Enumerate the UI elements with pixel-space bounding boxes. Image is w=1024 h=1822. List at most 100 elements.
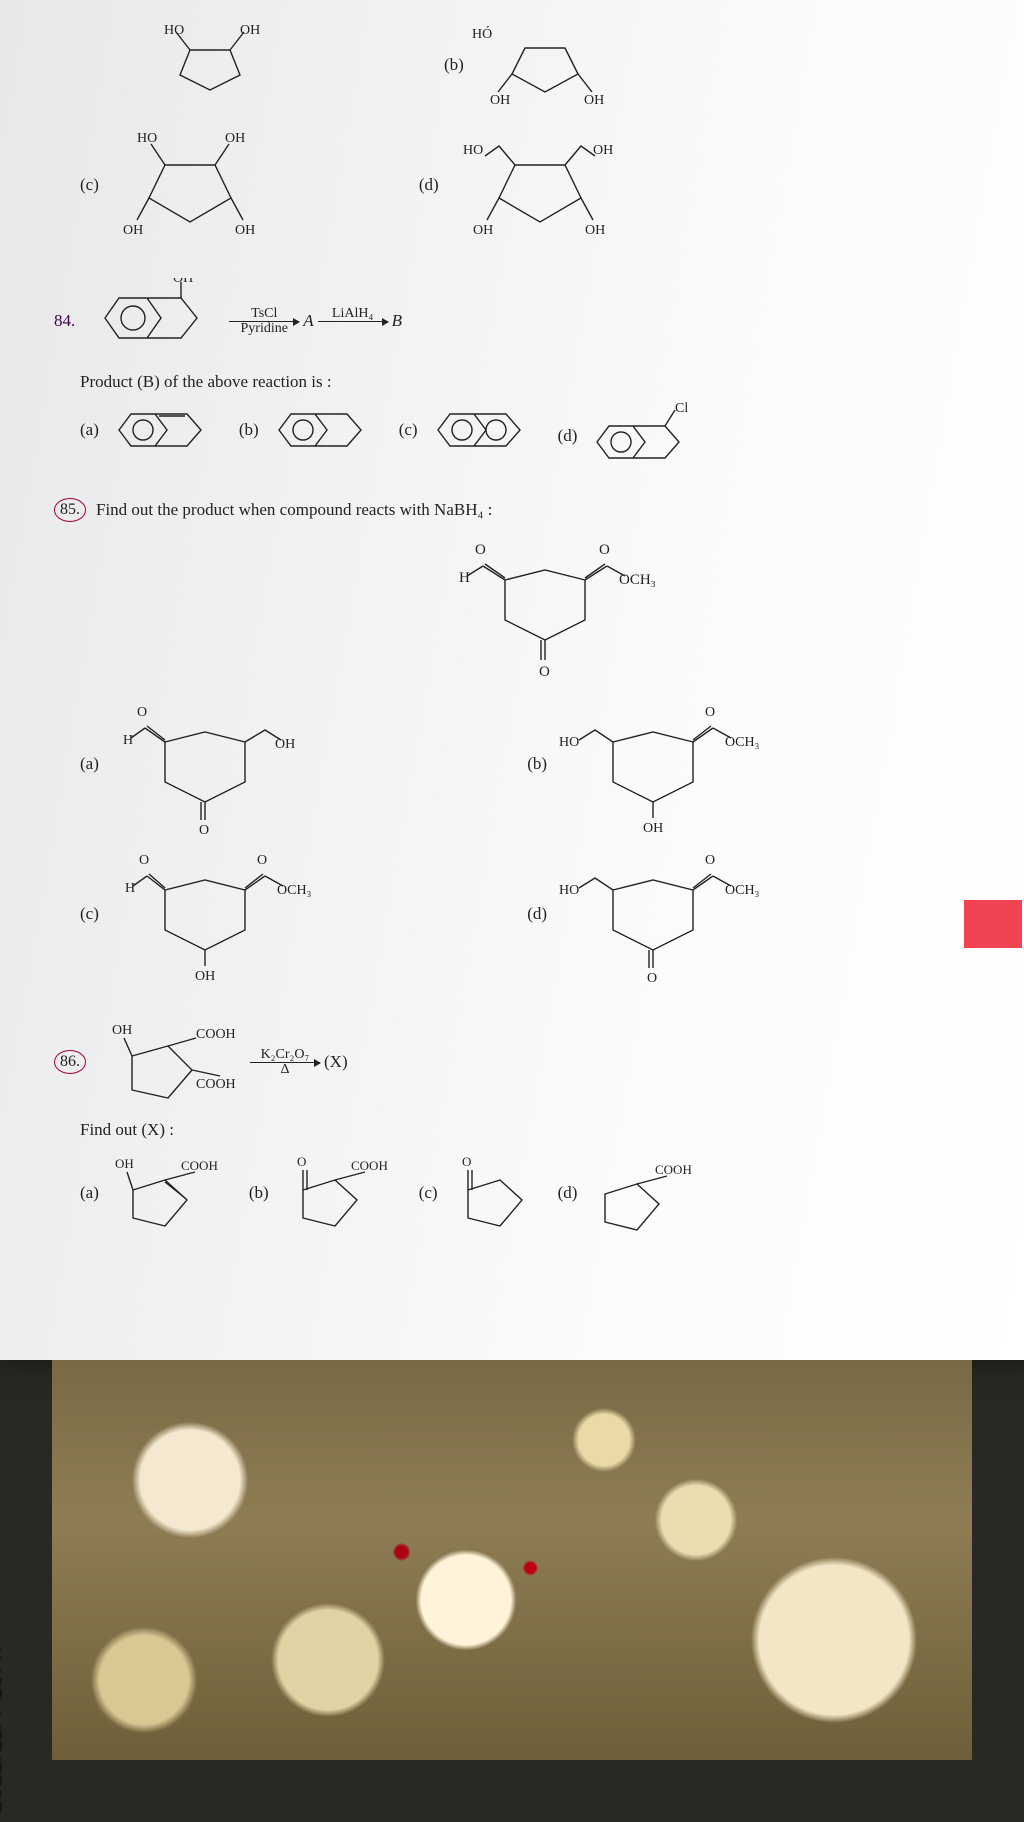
svg-text:Cl: Cl	[675, 402, 688, 416]
struct-top-left: HO OH	[140, 20, 280, 100]
svg-text:OH: OH	[584, 93, 604, 108]
q86-starting-material: OH COOH COOH	[96, 1012, 246, 1112]
q86-number: 86.	[54, 1050, 86, 1074]
svg-text:OCH₃: OCH₃	[725, 883, 760, 898]
svg-text:OH: OH	[593, 143, 613, 158]
svg-text:OH: OH	[123, 223, 143, 238]
svg-text:O: O	[539, 664, 550, 680]
q85-struct-b: HO O OCH₃ OH	[553, 694, 763, 834]
svg-text:OH: OH	[225, 131, 245, 146]
q86-opt-c-label: (c)	[419, 1183, 438, 1203]
svg-text:OH: OH	[585, 223, 605, 238]
q86-options: (a) OH COOH (b)	[80, 1150, 1000, 1246]
q85-struct-c: H O O OCH₃ OH	[105, 844, 315, 984]
q86-caption: Find out (X) :	[80, 1120, 1000, 1140]
q85-opt-b-label: (b)	[527, 754, 547, 774]
svg-text:OH: OH	[275, 737, 295, 752]
q84-number: 84.	[54, 311, 75, 331]
svg-text:OH: OH	[643, 821, 663, 834]
svg-text:HÓ: HÓ	[472, 25, 492, 42]
q86-struct-a: OH COOH	[105, 1150, 225, 1236]
svg-text:H: H	[123, 733, 133, 748]
q83-opt-d-label: (d)	[419, 175, 439, 195]
svg-text:HO: HO	[137, 131, 157, 146]
svg-text:OH: OH	[240, 23, 260, 38]
svg-text:O: O	[705, 853, 715, 868]
q84-arrow-1: TsCl Pyridine	[229, 307, 299, 336]
q84-struct-a	[105, 402, 215, 458]
svg-text:O: O	[462, 1154, 471, 1169]
svg-text:H: H	[459, 570, 470, 586]
svg-text:O: O	[599, 542, 610, 558]
svg-text:OCH₃: OCH₃	[725, 735, 760, 750]
q84-opt-a-label: (a)	[80, 420, 99, 440]
q84-struct-c	[424, 402, 534, 458]
svg-text:HO: HO	[559, 883, 579, 898]
q84-struct-d: Cl	[583, 402, 703, 470]
svg-text:COOH: COOH	[181, 1158, 218, 1173]
q86-opt-a-label: (a)	[80, 1183, 99, 1203]
svg-text:O: O	[297, 1154, 306, 1169]
svg-text:OH: OH	[115, 1156, 134, 1171]
svg-text:COOH: COOH	[655, 1162, 692, 1177]
svg-text:O: O	[137, 705, 147, 720]
q86-product-label: (X)	[324, 1052, 348, 1072]
svg-text:COOH: COOH	[196, 1027, 236, 1042]
q84-struct-b	[265, 402, 375, 458]
q85-struct-d: HO O OCH₃ O	[553, 844, 763, 984]
camera-timestamp: 2022/11/4 18:47	[0, 1642, 6, 1814]
svg-text:COOH: COOH	[351, 1158, 388, 1173]
red-square-marker	[964, 900, 1022, 948]
q83-opt-b-label: (b)	[444, 55, 464, 75]
floor-texture	[52, 1360, 972, 1760]
svg-text:O: O	[257, 853, 267, 868]
q83-struct-d: HO OH OH OH	[445, 120, 635, 250]
q84-intermediate: A	[303, 311, 313, 331]
svg-text:COOH: COOH	[196, 1077, 236, 1092]
q86-opt-b-label: (b)	[249, 1183, 269, 1203]
q85-text: Find out the product when compound react…	[96, 500, 492, 520]
q85-opt-c-label: (c)	[80, 904, 99, 924]
svg-text:OCH₃: OCH₃	[277, 883, 312, 898]
svg-text:H: H	[125, 881, 135, 896]
svg-text:O: O	[705, 705, 715, 720]
svg-text:OCH₃: OCH₃	[619, 572, 655, 588]
q84-opt-d-label: (d)	[558, 426, 578, 446]
q84-starting-material: OH	[85, 278, 225, 364]
q83-struct-c: HO OH OH OH	[105, 120, 275, 250]
svg-text:O: O	[139, 853, 149, 868]
q84-caption: Product (B) of the above reaction is :	[80, 372, 1000, 392]
svg-text:OH: OH	[490, 93, 510, 108]
q85-number: 85.	[54, 498, 86, 522]
q86-struct-d: COOH	[583, 1150, 703, 1236]
q84-options: (a) (b)	[80, 402, 1000, 480]
q85-options: (a) H O OH O (b)	[80, 694, 1000, 994]
svg-text:OH: OH	[195, 969, 215, 984]
q83-options-upper: HO OH (b) HÓ OH OH	[80, 20, 1000, 260]
q85-starting-material: H O O OCH₃ O	[425, 530, 655, 680]
svg-text:OH: OH	[473, 223, 493, 238]
svg-text:HO: HO	[164, 23, 184, 38]
q83-opt-c-label: (c)	[80, 175, 99, 195]
svg-text:O: O	[199, 823, 209, 834]
svg-text:O: O	[647, 971, 657, 984]
q86-arrow: K₂Cr₂O₇ Δ	[250, 1048, 320, 1077]
q86-struct-b: O COOH	[275, 1150, 395, 1236]
q86-struct-c: O	[444, 1150, 534, 1236]
q85: 85. Find out the product when compound r…	[80, 498, 1000, 994]
svg-text:HO: HO	[559, 735, 579, 750]
q86-opt-d-label: (d)	[558, 1183, 578, 1203]
svg-text:OH: OH	[173, 278, 193, 286]
q84-arrow-2: LiAlH₄	[318, 307, 388, 336]
q84-opt-c-label: (c)	[399, 420, 418, 440]
q85-opt-a-label: (a)	[80, 754, 99, 774]
q86: 86. OH COOH COOH K₂Cr₂O₇ Δ	[80, 1012, 1000, 1246]
q84-opt-b-label: (b)	[239, 420, 259, 440]
q83-struct-b: HÓ OH OH	[470, 20, 620, 110]
svg-text:OH: OH	[235, 223, 255, 238]
svg-text:HO: HO	[463, 143, 483, 158]
svg-text:O: O	[475, 542, 486, 558]
q85-opt-d-label: (d)	[527, 904, 547, 924]
svg-text:OH: OH	[112, 1023, 132, 1038]
q84: 84. OH TsCl Pyridine A	[80, 278, 1000, 480]
